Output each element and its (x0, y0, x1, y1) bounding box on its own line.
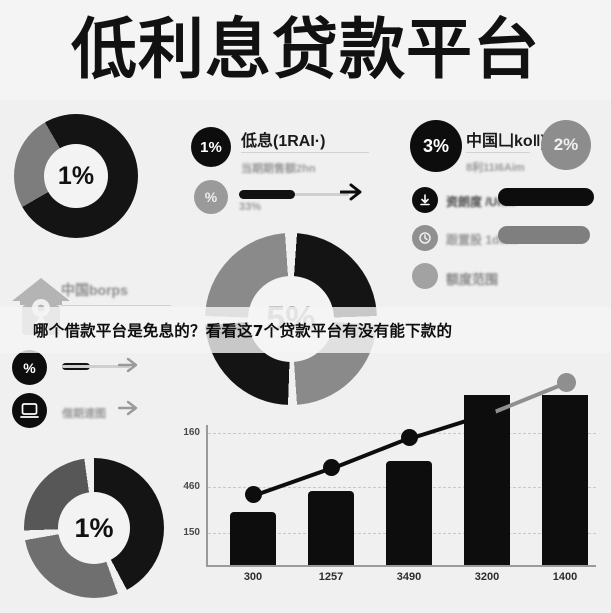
chart-bar (230, 512, 276, 565)
badge-right-primary: 3% (410, 120, 462, 172)
chart-ytick: 160 (183, 427, 200, 438)
monitor-icon (20, 403, 39, 418)
right-row1-bar (498, 188, 594, 206)
chart-y-axis (206, 425, 208, 565)
chart-bar (464, 395, 510, 565)
page-title: 低利息贷款平台 (71, 11, 540, 88)
mid-progress-fill (239, 190, 295, 199)
badge-mid-left-percent-label: 1% (200, 138, 222, 156)
donut-chart-top-left: 1% (14, 114, 138, 238)
chart-data-point (245, 486, 262, 503)
chart-xlabel: 3490 (396, 571, 422, 583)
left-panel-header: 中国borps (61, 282, 128, 298)
chart-data-point (557, 373, 576, 392)
badge-mid-left-percent: 1% (191, 127, 231, 167)
mid-panel-header: 低息(1RAI·) (241, 133, 326, 150)
mid-panel-divider (241, 152, 369, 153)
bar-line-chart: 160 460 150 300 1257 3490 3200 1400 (170, 373, 600, 595)
right-row3-label: 额度范围 (446, 272, 499, 287)
mid-progress-label: 33% (239, 201, 262, 213)
chart-xlabel: 300 (243, 571, 263, 583)
donut-hole-bottom-left: 1% (58, 492, 130, 564)
chart-ytick: 150 (183, 527, 200, 538)
left-panel-divider (61, 305, 171, 306)
badge-right-secondary: 2% (541, 120, 591, 170)
arrow-right-icon-left (118, 357, 138, 373)
chart-ytick: 460 (183, 481, 200, 492)
right-row2-bar (498, 226, 590, 244)
donut-value-bottom-left: 1% (74, 512, 114, 543)
chart-xlabel: 1257 (318, 571, 344, 583)
right-panel-divider (466, 152, 530, 153)
mid-panel-subtext: 当期期售额2hn (241, 163, 316, 175)
left-row2-label: 借期速图 (62, 408, 106, 420)
badge-right-secondary-label: 2% (553, 135, 579, 154)
chart-data-point (323, 459, 340, 476)
chart-xlabel: 3200 (474, 571, 500, 583)
chart-bar (308, 491, 354, 565)
donut-value-top-left: 1% (57, 161, 95, 190)
arrow-right-icon-left2 (118, 400, 138, 416)
chart-bar (542, 395, 588, 565)
right-panel-header: 中国凵ko‖) (466, 133, 546, 150)
donut-chart-bottom-left: 1% (24, 458, 164, 598)
download-icon-badge (412, 187, 438, 213)
donut-hole-top-left: 1% (44, 144, 108, 208)
monitor-icon-badge (12, 393, 47, 428)
caption-text: 哪个借款平台是免息的？看看这7个贷款平台有没有能下款的 (33, 322, 453, 340)
chart-xlabel: 1400 (552, 571, 578, 583)
chart-data-point (401, 429, 418, 446)
chart-data-point (479, 405, 496, 422)
clock-icon (419, 232, 431, 244)
badge-mid-left-symbol: % (194, 180, 228, 214)
badge-mid-left-symbol-label: % (204, 189, 218, 205)
badge-left-symbol: % (12, 350, 47, 385)
right-panel-subtext: 8利11I6Aim (466, 162, 525, 174)
caption-overlay-band: 哪个借款平台是免息的？看看这7个贷款平台有没有能下款的 (0, 307, 611, 353)
badge-right-primary-label: 3% (422, 135, 449, 156)
download-icon (420, 194, 430, 206)
clock-icon-badge (412, 225, 438, 251)
chart-bar (386, 461, 432, 565)
poster-title-bar: 低利息贷款平台 (0, 0, 611, 100)
left-progress-track (62, 365, 130, 368)
chart-x-axis (206, 565, 596, 567)
badge-left-symbol-label: % (23, 359, 36, 376)
dot-icon-badge (412, 263, 438, 289)
arrow-right-icon (340, 183, 362, 201)
